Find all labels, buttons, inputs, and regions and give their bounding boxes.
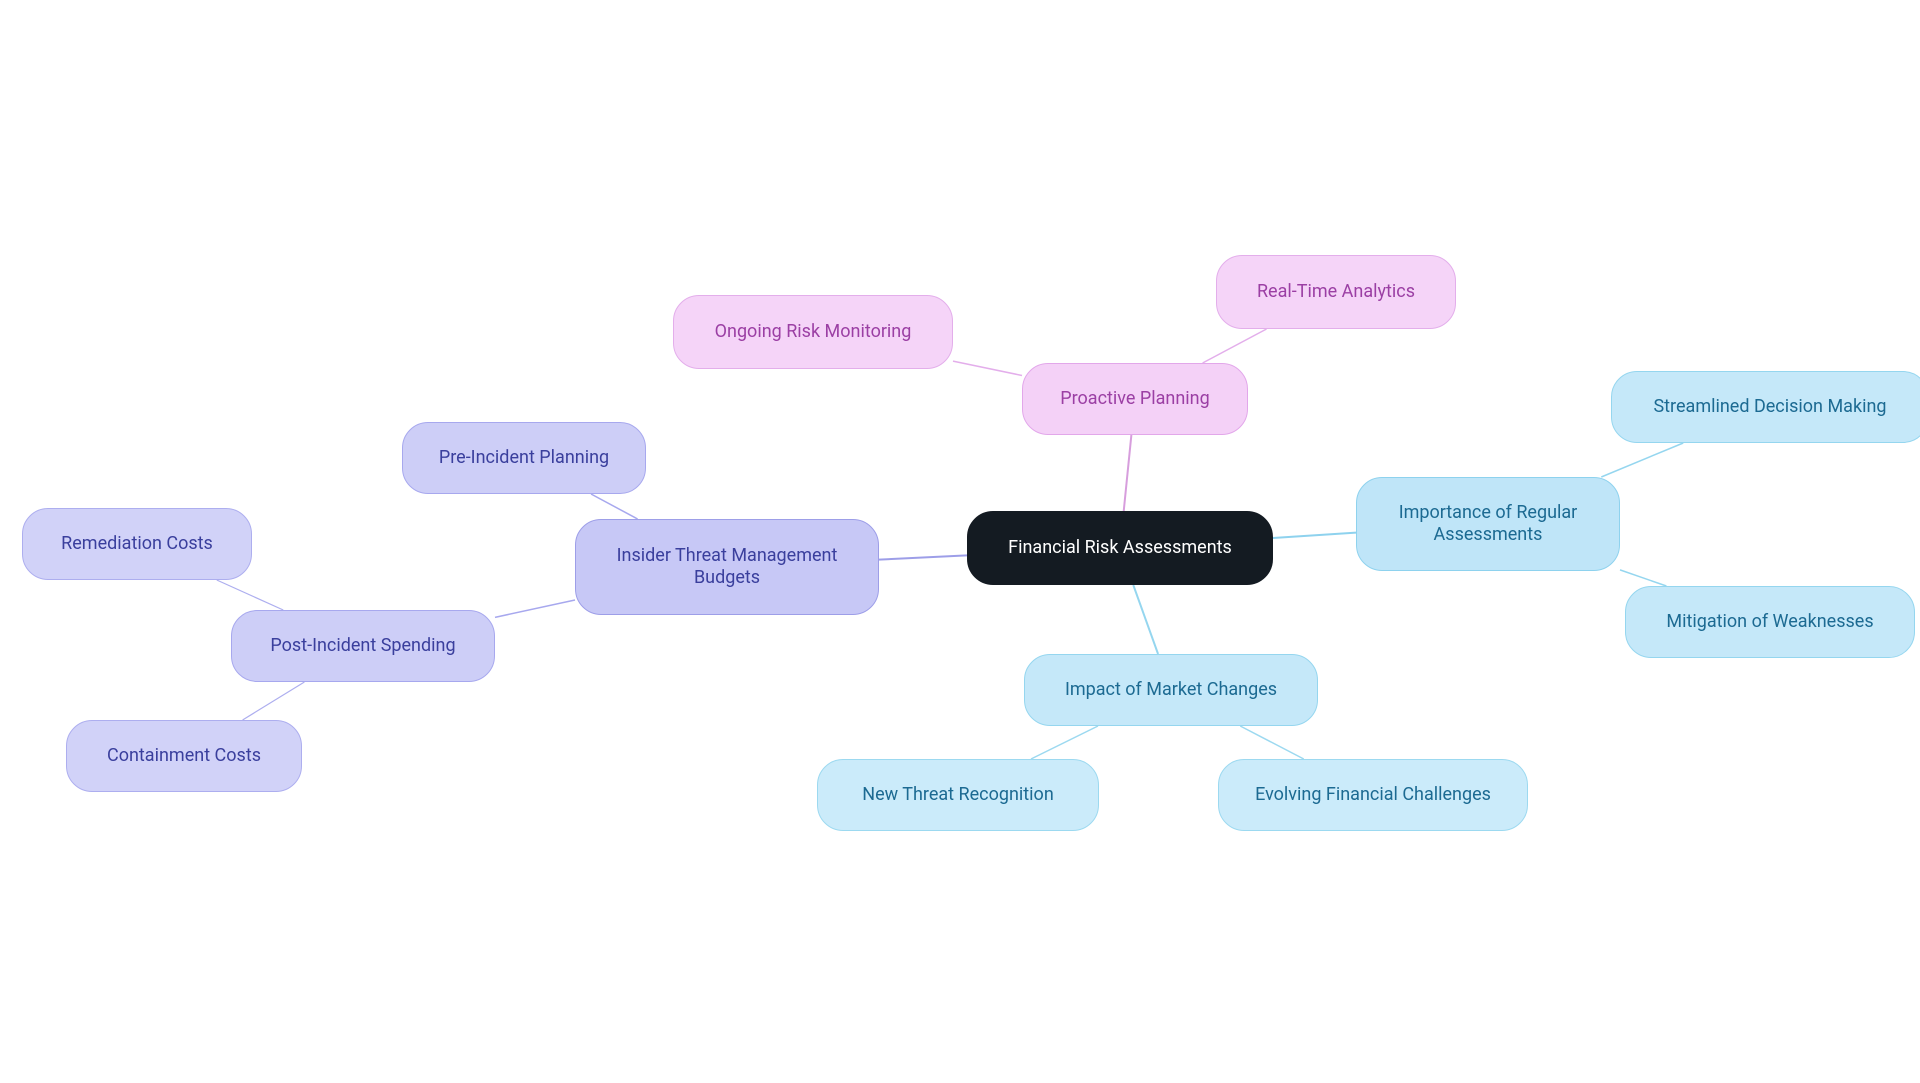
mindmap-node-proact[interactable]: Proactive Planning [1022, 363, 1248, 435]
node-label: Real-Time Analytics [1257, 281, 1415, 304]
edge [1620, 570, 1666, 586]
mindmap-node-itmb[interactable]: Insider Threat Management Budgets [575, 519, 879, 615]
edge [953, 361, 1022, 375]
node-label: Containment Costs [107, 745, 261, 768]
edge [591, 494, 638, 519]
mindmap-node-contain[interactable]: Containment Costs [66, 720, 302, 792]
mindmap-node-rta[interactable]: Real-Time Analytics [1216, 255, 1456, 329]
node-label: Impact of Market Changes [1065, 679, 1277, 702]
node-label: Pre-Incident Planning [439, 447, 609, 470]
mindmap-node-preinc[interactable]: Pre-Incident Planning [402, 422, 646, 494]
edge [217, 580, 283, 610]
mindmap-node-postinc[interactable]: Post-Incident Spending [231, 610, 495, 682]
mindmap-node-impreg[interactable]: Importance of Regular Assessments [1356, 477, 1620, 571]
edge [1240, 726, 1303, 759]
mindmap-canvas: Financial Risk Assessments Insider Threat… [0, 0, 1920, 1083]
edge [1031, 726, 1098, 759]
mindmap-node-stream[interactable]: Streamlined Decision Making [1611, 371, 1920, 443]
node-label: Importance of Regular Assessments [1399, 502, 1578, 547]
edge [243, 682, 305, 720]
mindmap-node-evolv[interactable]: Evolving Financial Challenges [1218, 759, 1528, 831]
mindmap-node-impact[interactable]: Impact of Market Changes [1024, 654, 1318, 726]
mindmap-node-newthr[interactable]: New Threat Recognition [817, 759, 1099, 831]
node-label: Proactive Planning [1060, 388, 1209, 411]
node-label: Streamlined Decision Making [1653, 396, 1886, 419]
edge [879, 555, 967, 559]
node-label: Evolving Financial Challenges [1255, 784, 1491, 807]
edge [495, 600, 575, 617]
node-label: Financial Risk Assessments [1008, 537, 1232, 560]
edge [1203, 329, 1267, 363]
mindmap-node-remed[interactable]: Remediation Costs [22, 508, 252, 580]
mindmap-node-root[interactable]: Financial Risk Assessments [967, 511, 1273, 585]
mindmap-node-mitig[interactable]: Mitigation of Weaknesses [1625, 586, 1915, 658]
edges-layer [0, 0, 1920, 1083]
edge [1601, 443, 1683, 477]
node-label: Mitigation of Weaknesses [1666, 611, 1873, 634]
node-label: Remediation Costs [61, 533, 213, 556]
edge [1133, 585, 1158, 654]
mindmap-node-ongoing[interactable]: Ongoing Risk Monitoring [673, 295, 953, 369]
node-label: Ongoing Risk Monitoring [715, 321, 912, 344]
edge [1124, 435, 1132, 511]
edge [1273, 533, 1356, 538]
node-label: Insider Threat Management Budgets [617, 545, 838, 590]
node-label: New Threat Recognition [862, 784, 1054, 807]
node-label: Post-Incident Spending [270, 635, 455, 658]
